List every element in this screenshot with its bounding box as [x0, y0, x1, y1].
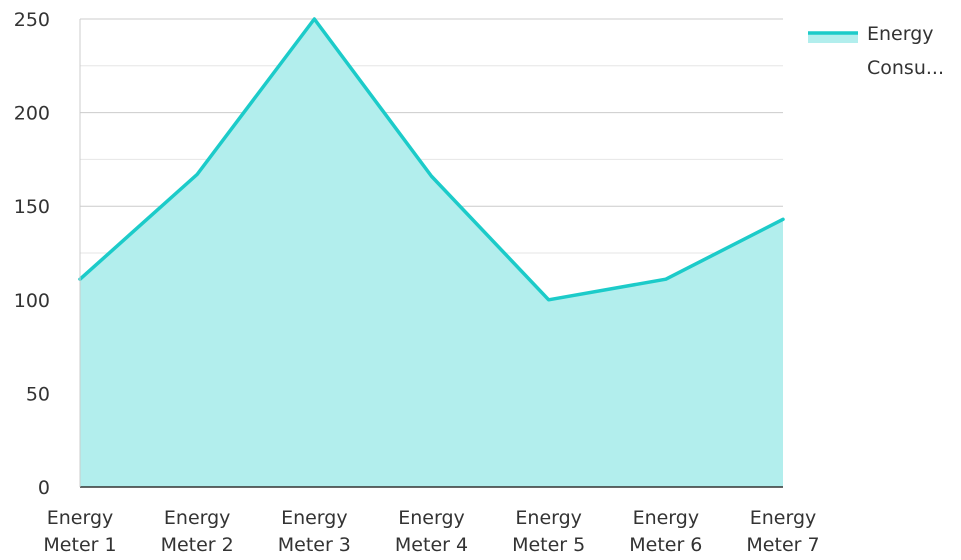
legend-label-line-1: Energy — [867, 23, 934, 45]
x-tick-label: Energy Meter 1 — [43, 507, 116, 556]
x-tick-label: Energy Meter 6 — [629, 507, 702, 556]
x-axis-tick-labels: Energy Meter 1 Energy Meter 2 Energy Meter 3 E… — [43, 507, 819, 556]
legend-swatch-fill — [808, 32, 858, 43]
y-axis-tick-labels: 0 50 100 150 200 250 — [14, 9, 50, 499]
y-tick-label: 200 — [14, 103, 50, 125]
x-tick-label: Energy Meter 5 — [512, 507, 585, 556]
x-tick-label: Energy Meter 7 — [746, 507, 819, 556]
x-tick-label: Energy Meter 4 — [395, 507, 468, 556]
y-tick-label: 250 — [14, 9, 50, 31]
legend[interactable]: Energy Consu... — [808, 23, 944, 79]
y-tick-label: 150 — [14, 196, 50, 218]
x-tick-label: Energy Meter 2 — [161, 507, 234, 556]
y-tick-label: 0 — [38, 477, 50, 499]
legend-label: Energy Consu... — [867, 23, 944, 79]
x-tick-label: Energy Meter 3 — [278, 507, 351, 556]
y-tick-label: 100 — [14, 290, 50, 312]
series-area-fill — [80, 19, 783, 487]
y-tick-label: 50 — [26, 383, 50, 405]
legend-label-line-2: Consu... — [867, 57, 944, 79]
axes — [79, 19, 783, 488]
